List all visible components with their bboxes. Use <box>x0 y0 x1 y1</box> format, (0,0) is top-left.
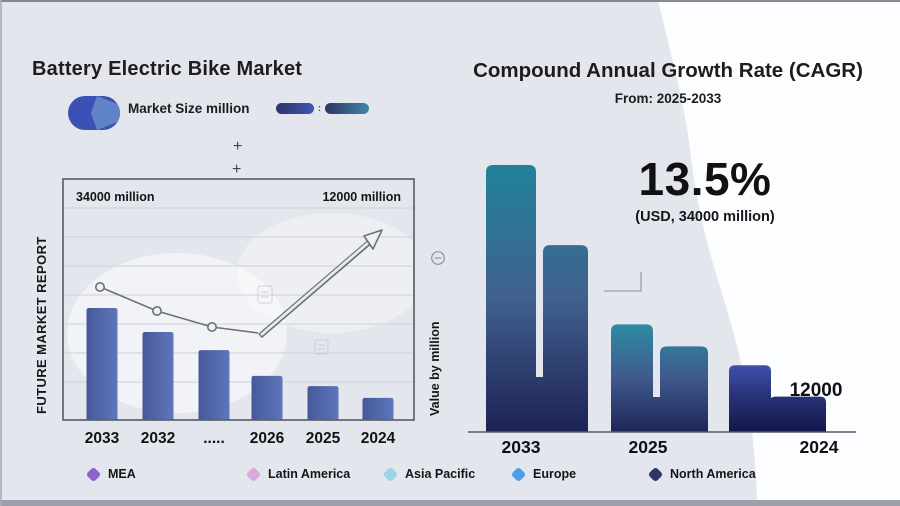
circled-minus-icon[interactable] <box>430 250 446 266</box>
cagr-block: 13.5% (USD, 34000 million) <box>560 156 850 225</box>
rounded-diamond-icon <box>382 466 399 482</box>
svg-text:2025: 2025 <box>306 430 341 447</box>
pill-colon: : <box>318 103 321 113</box>
rounded-diamond-icon <box>510 466 527 482</box>
rounded-diamond-icon <box>85 466 102 482</box>
legend-item-europe: Europe <box>510 466 577 482</box>
top-right-value-note: 12000 million <box>322 190 401 204</box>
step-bracket-decoration <box>604 272 642 292</box>
cagr-chart: 2033 2025 2024 12000 <box>468 165 856 457</box>
rounded-diamond-icon <box>245 466 262 482</box>
legend-label: MEA <box>108 467 136 481</box>
cagr-value: 13.5% <box>638 153 772 205</box>
page-title: Battery Electric Bike Market <box>32 58 303 80</box>
market-size-label: Market Size million <box>128 101 250 116</box>
plus-decoration-icon: + <box>232 161 242 178</box>
market-size-x-labels: 2033 2032..... 2026 2025 2024 <box>85 430 396 447</box>
gradient-pill-navy-blue-icon <box>276 103 314 114</box>
legend-item-mea: MEA <box>85 466 136 482</box>
document-watermark-icon <box>257 285 329 355</box>
legend-item-asia-pacific: Asia Pacific <box>382 466 476 482</box>
cagr-title: Compound Annual Growth Rate (CAGR) <box>473 59 863 82</box>
svg-text:2032: 2032 <box>141 430 175 447</box>
trend-line <box>94 282 259 334</box>
legend-item-north-america: North America <box>647 466 756 482</box>
gridlines <box>64 207 413 383</box>
frame-left-edge <box>0 0 2 506</box>
ratio-pills: : <box>276 103 369 114</box>
battery-pill-icon <box>68 96 120 130</box>
svg-text:2025: 2025 <box>629 437 668 457</box>
svg-text:2024: 2024 <box>361 430 396 447</box>
legend-label: Asia Pacific <box>405 467 476 481</box>
growth-arrow-icon <box>258 229 383 339</box>
future-market-report-watermark: FUTURE MARKET REPORT <box>34 236 49 414</box>
value-axis-label: Value by million <box>428 321 442 416</box>
market-size-chart: 2033 2032..... 2026 2025 2024 34000 million … <box>62 178 415 447</box>
legend-label: Europe <box>533 467 577 481</box>
chart-panel-border <box>62 178 415 421</box>
svg-text:.....: ..... <box>203 430 225 447</box>
legend-label: North America <box>670 467 756 481</box>
legend-label: Latin America <box>268 467 351 481</box>
cagr-note: (USD, 34000 million) <box>635 209 775 225</box>
data-label-12000: 12000 <box>790 380 843 401</box>
rounded-diamond-icon <box>647 466 664 482</box>
top-left-value-note: 34000 million <box>76 190 155 204</box>
cagr-subtitle: From: 2025-2033 <box>614 91 722 106</box>
market-size-bars <box>86 308 394 420</box>
frame-bottom-edge <box>0 500 900 506</box>
cagr-bars <box>486 165 826 432</box>
legend-item-latin-america: Latin America <box>245 466 351 482</box>
svg-text:2033: 2033 <box>85 430 120 447</box>
panel-soft-blobs <box>67 213 413 413</box>
svg-text:2024: 2024 <box>800 437 839 457</box>
gradient-pill-navy-teal-icon <box>325 103 369 114</box>
cagr-x-labels: 2033 2025 2024 <box>502 437 839 457</box>
svg-text:2026: 2026 <box>250 430 285 447</box>
plus-decoration-icon: + <box>233 138 243 155</box>
frame-top-edge <box>0 0 900 2</box>
svg-text:2033: 2033 <box>502 437 541 457</box>
